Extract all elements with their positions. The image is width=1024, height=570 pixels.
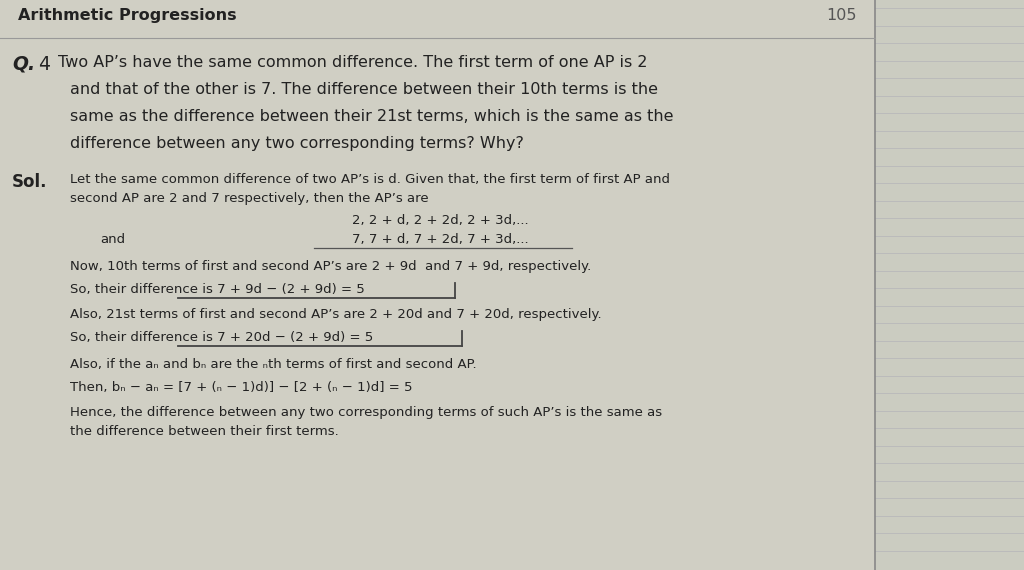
Text: Q.: Q. xyxy=(12,55,35,74)
Text: 4: 4 xyxy=(38,55,50,74)
Text: Now, 10th terms of first and second AP’s are 2 + 9d  and 7 + 9d, respectively.: Now, 10th terms of first and second AP’s… xyxy=(70,260,591,273)
Text: same as the difference between their 21st terms, which is the same as the: same as the difference between their 21s… xyxy=(70,109,674,124)
Text: Hence, the difference between any two corresponding terms of such AP’s is the sa: Hence, the difference between any two co… xyxy=(70,406,663,419)
Text: 7, 7 + d, 7 + 2d, 7 + 3d,...: 7, 7 + d, 7 + 2d, 7 + 3d,... xyxy=(351,233,528,246)
Text: the difference between their first terms.: the difference between their first terms… xyxy=(70,425,339,438)
Text: second AP are 2 and 7 respectively, then the AP’s are: second AP are 2 and 7 respectively, then… xyxy=(70,192,429,205)
Text: So, their difference is 7 + 9d − (2 + 9d) = 5: So, their difference is 7 + 9d − (2 + 9d… xyxy=(70,283,365,296)
Text: difference between any two corresponding terms? Why?: difference between any two corresponding… xyxy=(70,136,524,151)
Text: Let the same common difference of two AP’s is d. Given that, the first term of f: Let the same common difference of two AP… xyxy=(70,173,670,186)
Text: Also, if the aₙ and bₙ are the ₙth terms of first and second AP.: Also, if the aₙ and bₙ are the ₙth terms… xyxy=(70,358,476,371)
Text: and: and xyxy=(100,233,125,246)
Text: Sol.: Sol. xyxy=(12,173,47,191)
Text: 2, 2 + d, 2 + 2d, 2 + 3d,...: 2, 2 + d, 2 + 2d, 2 + 3d,... xyxy=(351,214,528,227)
Text: Then, bₙ − aₙ = [7 + (ₙ − 1)d)] − [2 + (ₙ − 1)d] = 5: Then, bₙ − aₙ = [7 + (ₙ − 1)d)] − [2 + (… xyxy=(70,381,413,394)
Text: Arithmetic Progressions: Arithmetic Progressions xyxy=(18,8,237,23)
Text: Two AP’s have the same common difference. The first term of one AP is 2: Two AP’s have the same common difference… xyxy=(58,55,647,70)
Bar xyxy=(874,0,1024,570)
Text: So, their difference is 7 + 20d − (2 + 9d) = 5: So, their difference is 7 + 20d − (2 + 9… xyxy=(70,331,374,344)
Text: 105: 105 xyxy=(826,8,857,23)
Text: Also, 21st terms of first and second AP’s are 2 + 20d and 7 + 20d, respectively.: Also, 21st terms of first and second AP’… xyxy=(70,308,602,321)
Text: and that of the other is 7. The difference between their 10th terms is the: and that of the other is 7. The differen… xyxy=(70,82,658,97)
